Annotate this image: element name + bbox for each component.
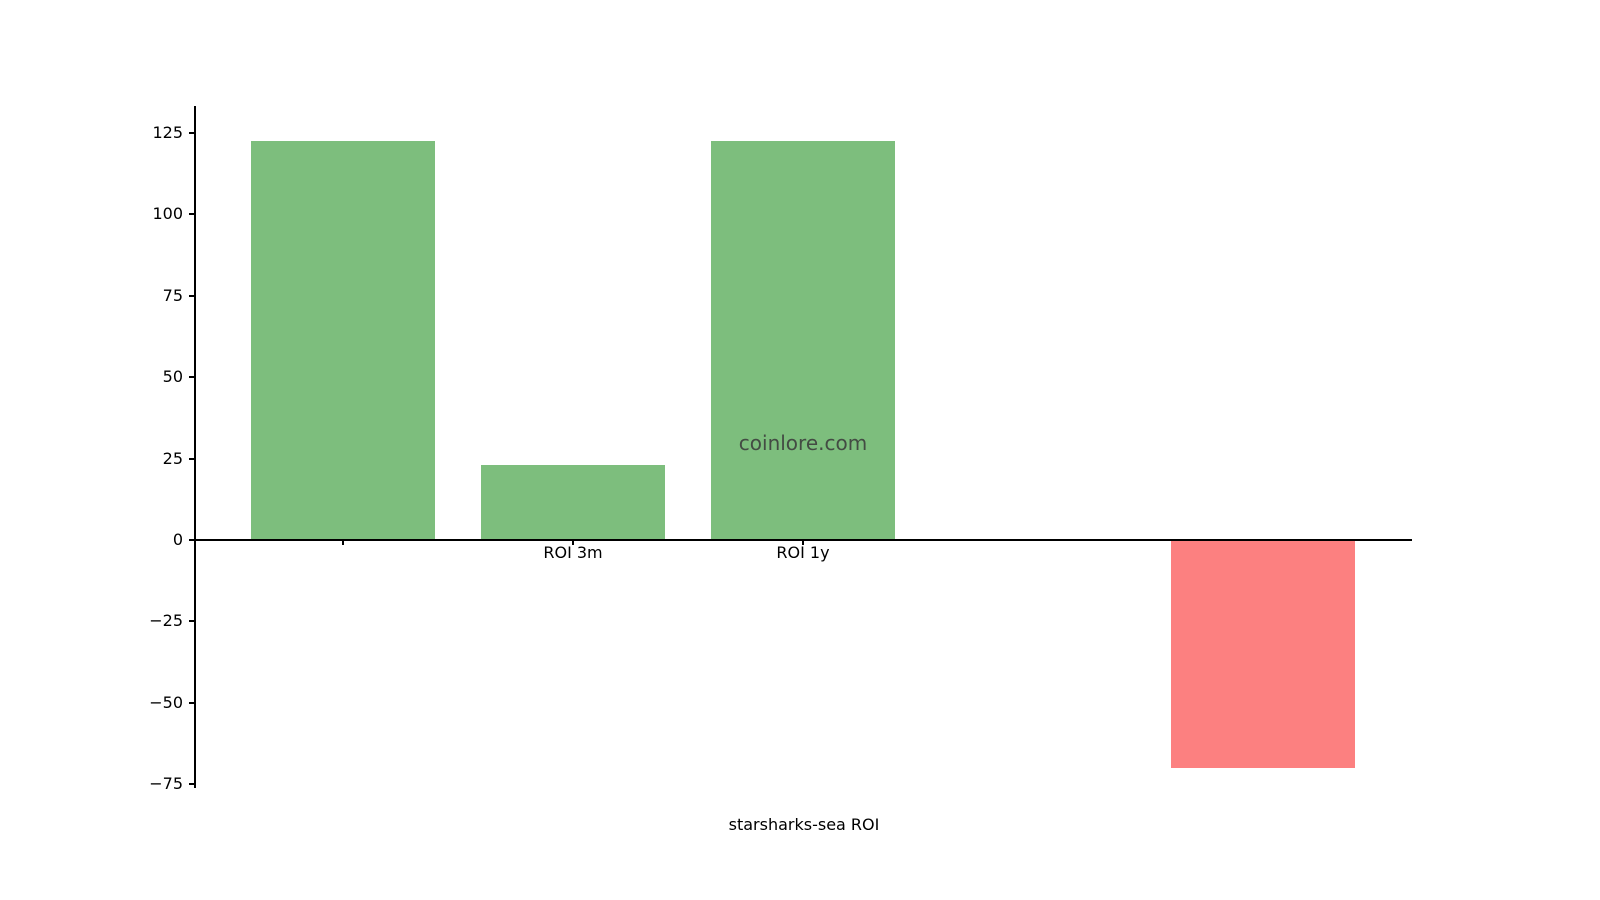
bar [711,141,895,540]
bar [1171,540,1355,768]
y-tick-label: 0 [172,530,183,549]
y-tick-label: 50 [162,367,183,387]
x-tick-label: ROI 1y [776,543,830,562]
y-tick-mark [189,294,196,297]
y-tick-label: 25 [162,448,183,468]
y-tick-label: 100 [152,204,183,224]
y-tick-label: 125 [152,123,183,142]
y-tick-label: −25 [149,611,183,631]
y-tick-label: −50 [149,692,183,712]
y-tick-mark [189,539,196,541]
y-tick-mark [189,701,196,704]
x-tick-mark [342,540,344,545]
x-tick-label: ROI 3m [543,543,603,562]
y-tick-label: −75 [149,774,183,794]
x-axis-line [196,539,1412,541]
y-tick-mark [189,783,196,786]
y-tick-mark [189,457,196,460]
y-tick-label: 75 [162,285,183,305]
y-axis-line [194,106,196,788]
x-tick-mark [802,540,804,545]
y-tick-mark [189,376,196,379]
x-axis-title: starsharks-sea ROI [728,815,880,834]
y-tick-mark [189,620,196,623]
x-tick-mark [572,540,574,545]
watermark: coinlore.com [738,431,868,455]
bar [251,141,435,540]
bar [481,465,665,540]
y-tick-mark [189,213,196,216]
y-tick-mark [189,132,196,134]
